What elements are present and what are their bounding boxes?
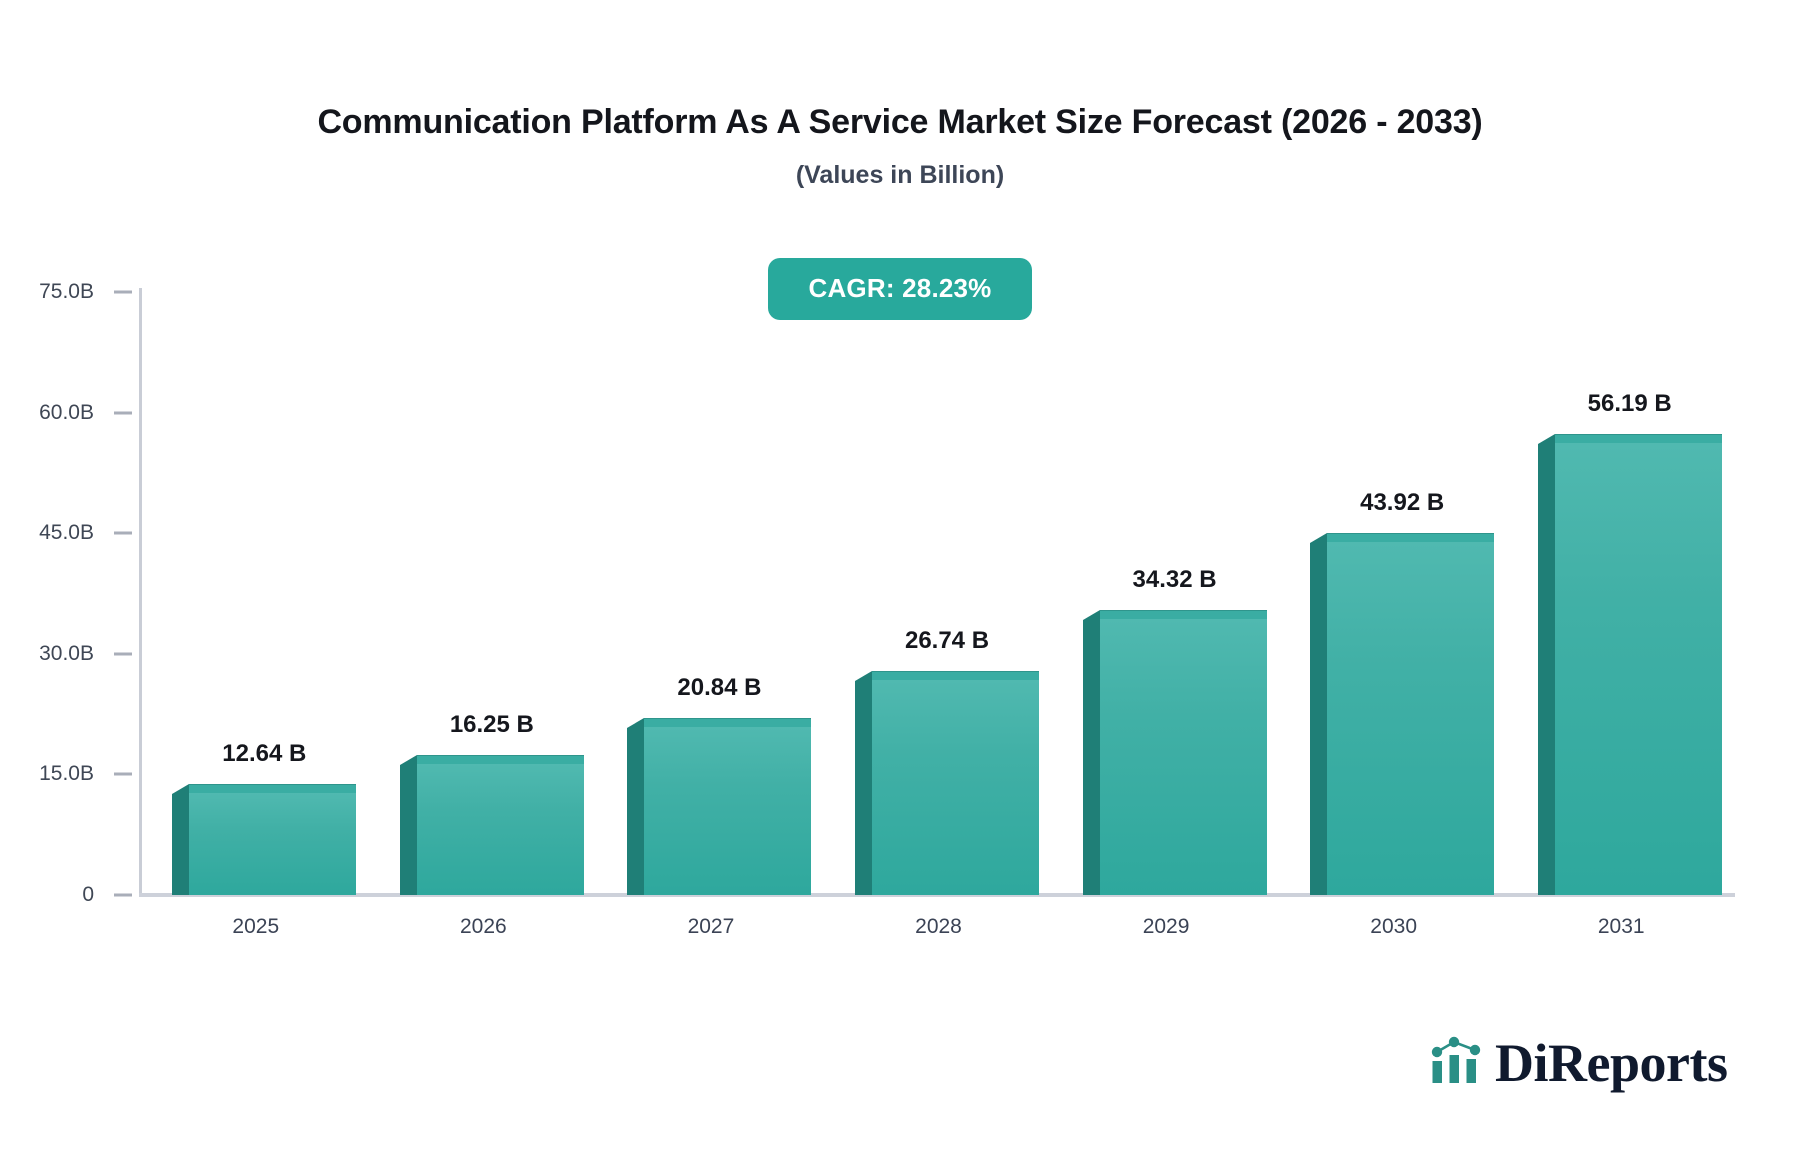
y-axis-tick-label: 15.0B — [39, 762, 94, 786]
bar-front-face — [644, 727, 811, 895]
x-axis-tick-label: 2027 — [687, 915, 735, 938]
bar-front-face — [417, 764, 584, 895]
bar-value-label: 12.64 B — [222, 740, 307, 767]
y-axis-tick-mark — [114, 893, 132, 897]
y-axis-tick-mark — [114, 411, 132, 415]
chart-subtitle: (Values in Billion) — [795, 161, 1005, 189]
y-axis-tick-label: 30.0B — [39, 641, 94, 665]
bar-top-face — [1327, 533, 1494, 542]
bar-2030[interactable] — [1310, 533, 1494, 895]
bar-side-face — [400, 755, 417, 895]
bar-value-label: 20.84 B — [677, 674, 762, 701]
bar-2027[interactable] — [627, 718, 811, 895]
y-axis-tick-mark — [114, 652, 132, 656]
bar-2028[interactable] — [855, 671, 1039, 895]
y-axis-tick-label: 45.0B — [39, 521, 94, 545]
bar-front-face — [1555, 443, 1722, 895]
bar-value-label: 26.74 B — [904, 627, 990, 654]
logo-text: DiReports — [1495, 1032, 1728, 1093]
bar-top-face — [872, 671, 1039, 680]
y-axis-tick-mark — [114, 531, 132, 535]
x-axis-line — [139, 893, 1735, 897]
x-axis-tick-label: 2025 — [232, 915, 280, 938]
x-axis-tick-label: 2030 — [1370, 915, 1417, 938]
bar-front-face — [1100, 619, 1267, 895]
bar-value-label: 34.32 B — [1132, 566, 1217, 593]
bar-side-face — [172, 784, 189, 895]
bar-value-label: 56.19 B — [1587, 390, 1672, 417]
chart-header: Communication Platform As A Service Mark… — [0, 0, 1800, 190]
y-axis-tick-label: 60.0B — [39, 400, 94, 424]
bar-2029[interactable] — [1083, 610, 1267, 895]
y-axis-line — [139, 288, 142, 896]
bar-top-face — [417, 755, 584, 764]
bar-side-face — [1310, 533, 1327, 895]
bar-front-face — [872, 680, 1039, 895]
page-title: Communication Platform As A Service Mark… — [317, 103, 1483, 141]
bar-side-face — [1083, 610, 1100, 895]
bar-side-face — [855, 671, 872, 895]
bar-value-label: 43.92 B — [1360, 489, 1445, 516]
y-axis-tick-label: 0 — [82, 883, 94, 906]
bar-top-face — [189, 784, 356, 793]
bar-2025[interactable] — [172, 784, 356, 895]
bar-top-face — [1555, 434, 1722, 443]
bar-top-face — [644, 718, 811, 727]
bar-chart-icon — [1430, 1035, 1486, 1090]
bar-value-label: 16.25 B — [449, 711, 534, 738]
y-axis-tick-mark — [114, 290, 132, 294]
direports-logo: DiReports — [1430, 1032, 1728, 1093]
bar-front-face — [189, 793, 356, 895]
cagr-badge: CAGR: 28.23% — [768, 258, 1032, 320]
bar-front-face — [1327, 542, 1494, 895]
y-axis-tick-label: 75.0B — [39, 280, 94, 303]
x-axis-tick-label: 2028 — [915, 915, 962, 938]
x-axis-tick-label: 2031 — [1597, 915, 1645, 938]
x-axis-tick-label: 2026 — [459, 915, 507, 938]
x-axis-tick-label: 2029 — [1142, 915, 1190, 938]
bar-side-face — [1538, 434, 1555, 895]
y-axis-tick-mark — [114, 772, 132, 776]
bar-side-face — [627, 718, 644, 895]
bar-top-face — [1100, 610, 1267, 619]
bar-2031[interactable] — [1538, 434, 1722, 895]
cagr-badge-container: CAGR: 28.23% — [0, 258, 1800, 320]
bar-2026[interactable] — [400, 755, 584, 895]
